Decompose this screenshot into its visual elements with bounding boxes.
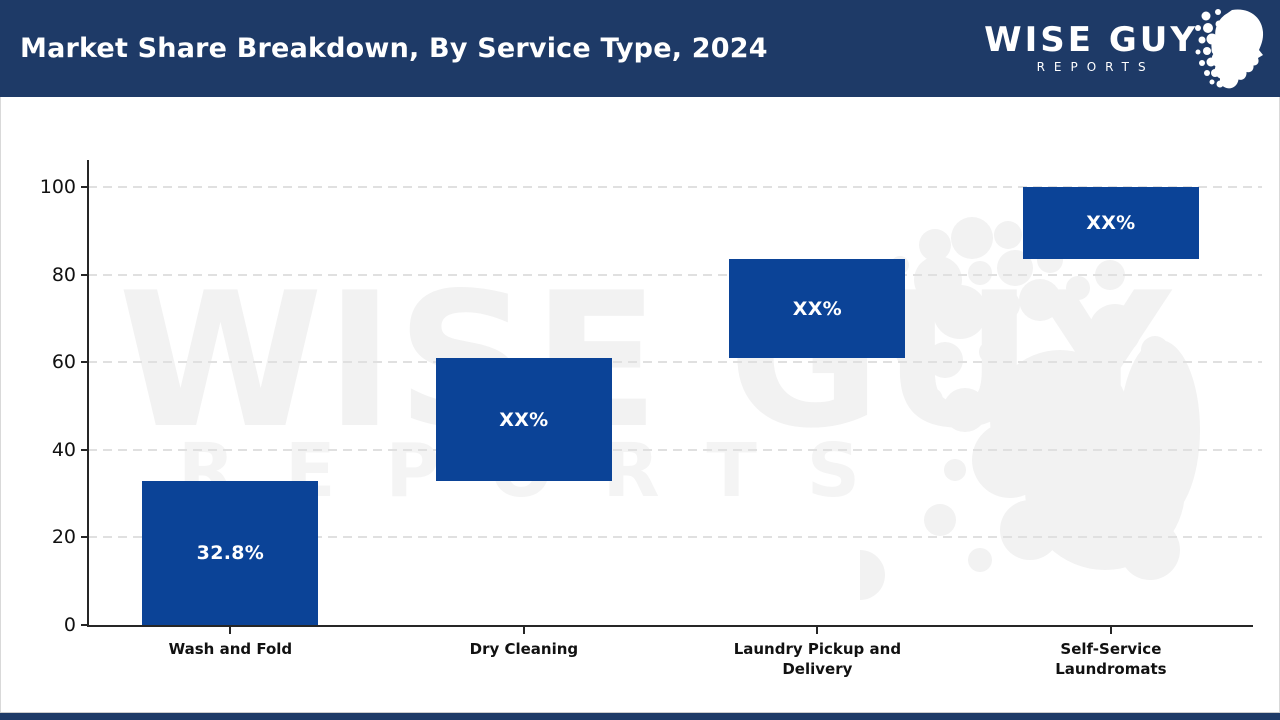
y-axis-line [87, 160, 89, 627]
bar-value-label: XX% [1086, 212, 1136, 235]
bar-value-label: XX% [792, 297, 843, 320]
x-axis-line [87, 625, 1253, 627]
y-tick-label: 40 [51, 438, 76, 461]
logo-reports-text: REPORTS [1036, 60, 1155, 75]
y-tick-label: 0 [63, 614, 76, 636]
bar: XX% [435, 357, 612, 482]
bar-value-label: 32.8% [196, 542, 265, 565]
y-tick-mark [81, 624, 88, 626]
x-category-label: Dry Cleaning [469, 640, 579, 658]
x-tick-mark [1109, 627, 1112, 634]
y-tick-label: 60 [51, 351, 76, 374]
x-category-label: Wash and Fold [168, 640, 293, 658]
y-tick-mark [81, 448, 88, 451]
bar: XX% [729, 259, 906, 358]
y-tick-mark [81, 186, 88, 188]
x-tick-mark [816, 627, 819, 634]
logo-head-icon [1195, 8, 1264, 88]
bar: 32.8% [142, 481, 319, 625]
footer-bar [0, 712, 1280, 720]
brand-logo: WISE GUY REPORTS [984, 6, 1266, 92]
x-tick-mark [229, 627, 232, 634]
y-tick-label: 100 [39, 176, 76, 198]
bar: XX% [1022, 187, 1199, 260]
y-tick-mark [81, 361, 88, 364]
y-tick-mark [81, 273, 88, 276]
x-category-label: Laundry Pickup and Delivery [733, 640, 902, 678]
y-gridline [88, 448, 1262, 451]
y-gridline [88, 273, 1262, 276]
x-category-label: Self-Service Laundromats [1055, 640, 1167, 678]
header: Market Share Breakdown, By Service Type,… [0, 0, 1280, 97]
y-tick-mark [81, 536, 88, 539]
y-gridline [88, 186, 1262, 188]
bar-value-label: XX% [499, 408, 549, 431]
brand-logo-text: WISE GUY REPORTS [984, 19, 1198, 75]
y-gridline [88, 361, 1262, 364]
y-gridline [88, 536, 1262, 539]
y-tick-label: 20 [51, 526, 76, 549]
logo-wiseguy-text: WISE GUY [984, 19, 1198, 60]
y-tick-label: 80 [51, 263, 76, 286]
page-title: Market Share Breakdown, By Service Type,… [20, 33, 768, 64]
x-tick-mark [522, 627, 525, 634]
